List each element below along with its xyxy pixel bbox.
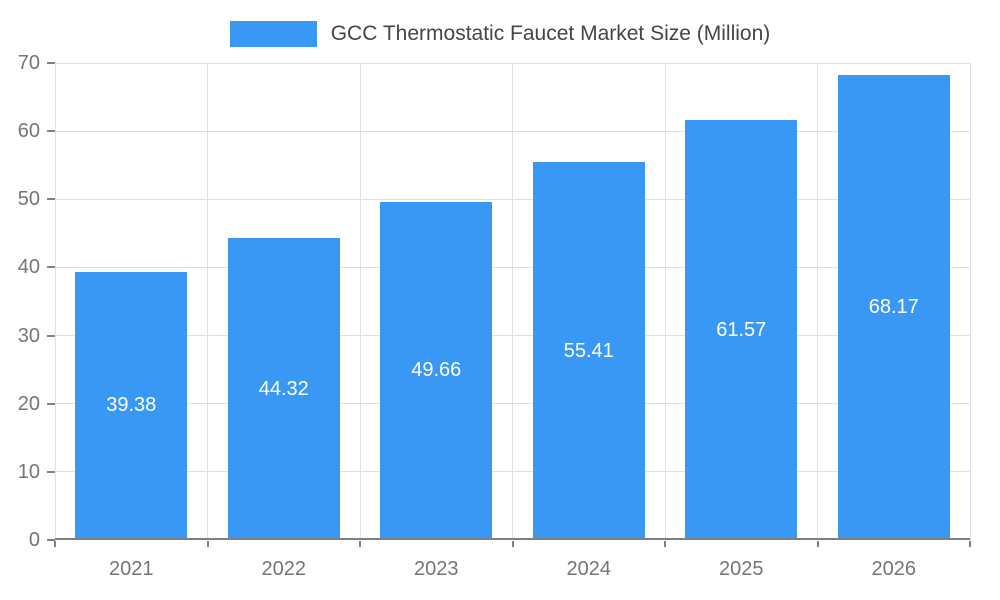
legend-label: GCC Thermostatic Faucet Market Size (Mil…	[330, 22, 771, 45]
bar-2025[interactable]: 61.57	[685, 120, 798, 540]
y-axis-tick	[47, 266, 55, 269]
legend-swatch	[229, 21, 317, 47]
x-axis-tick	[359, 541, 361, 547]
x-axis-tick	[664, 541, 666, 547]
x-axis-tick	[206, 541, 209, 547]
bar-2024[interactable]: 55.41	[532, 162, 645, 540]
x-axis-label: 2026	[871, 558, 917, 580]
bar-value-label: 44.32	[258, 377, 309, 400]
y-axis-tick	[47, 198, 55, 201]
y-axis-tick	[47, 130, 55, 133]
y-axis-label: 70	[17, 52, 40, 74]
v-gridline	[207, 63, 208, 540]
bar-2022[interactable]: 44.32	[227, 238, 340, 540]
x-axis-tick	[54, 541, 56, 547]
x-axis-label: 2022	[261, 558, 307, 580]
y-axis-label: 40	[17, 256, 40, 279]
y-axis-labels: 0 10 20 30 40 50 60 70	[0, 53, 55, 550]
y-axis-tick	[47, 539, 55, 541]
bar-2026[interactable]: 68.17	[837, 75, 950, 540]
x-axis-line	[55, 538, 970, 540]
v-gridline	[512, 63, 513, 540]
y-axis-tick	[47, 470, 55, 473]
bar-value-label: 68.17	[868, 296, 919, 319]
x-axis-label: 2025	[719, 558, 764, 580]
x-axis-tick	[511, 541, 514, 547]
x-axis-tick	[816, 541, 819, 547]
x-axis-label: 2023	[414, 558, 459, 580]
v-gridline	[664, 63, 666, 540]
y-axis-label: 60	[17, 120, 40, 143]
y-axis-tick	[47, 62, 55, 64]
x-axis-labels: 2021 2022 2023 2024 2025 2026	[54, 541, 971, 591]
y-axis-label: 30	[17, 324, 40, 347]
legend: GCC Thermostatic Faucet Market Size (Mil…	[0, 18, 1000, 50]
v-gridline	[359, 63, 361, 540]
y-axis-label: 50	[17, 188, 40, 211]
bar-value-label: 49.66	[411, 359, 462, 382]
bar-value-label: 55.41	[563, 339, 614, 362]
x-axis-label: 2024	[566, 558, 612, 580]
y-axis-tick	[47, 402, 55, 405]
y-axis-label: 20	[17, 392, 40, 415]
bar-2021[interactable]: 39.38	[75, 271, 188, 540]
v-gridline	[54, 63, 56, 540]
v-gridline	[969, 63, 971, 540]
v-gridline	[817, 63, 818, 540]
y-axis-label: 10	[17, 460, 40, 483]
plot-area: 39.38 44.32 49.66 55.41 61.57 68.17	[54, 62, 971, 540]
bar-2023[interactable]: 49.66	[380, 201, 493, 540]
y-axis-label: 0	[28, 529, 40, 551]
y-axis-tick	[47, 334, 55, 337]
x-axis-tick	[969, 541, 971, 547]
x-axis-label: 2021	[109, 558, 154, 580]
bar-value-label: 61.57	[716, 318, 767, 341]
bar-value-label: 39.38	[106, 394, 157, 417]
